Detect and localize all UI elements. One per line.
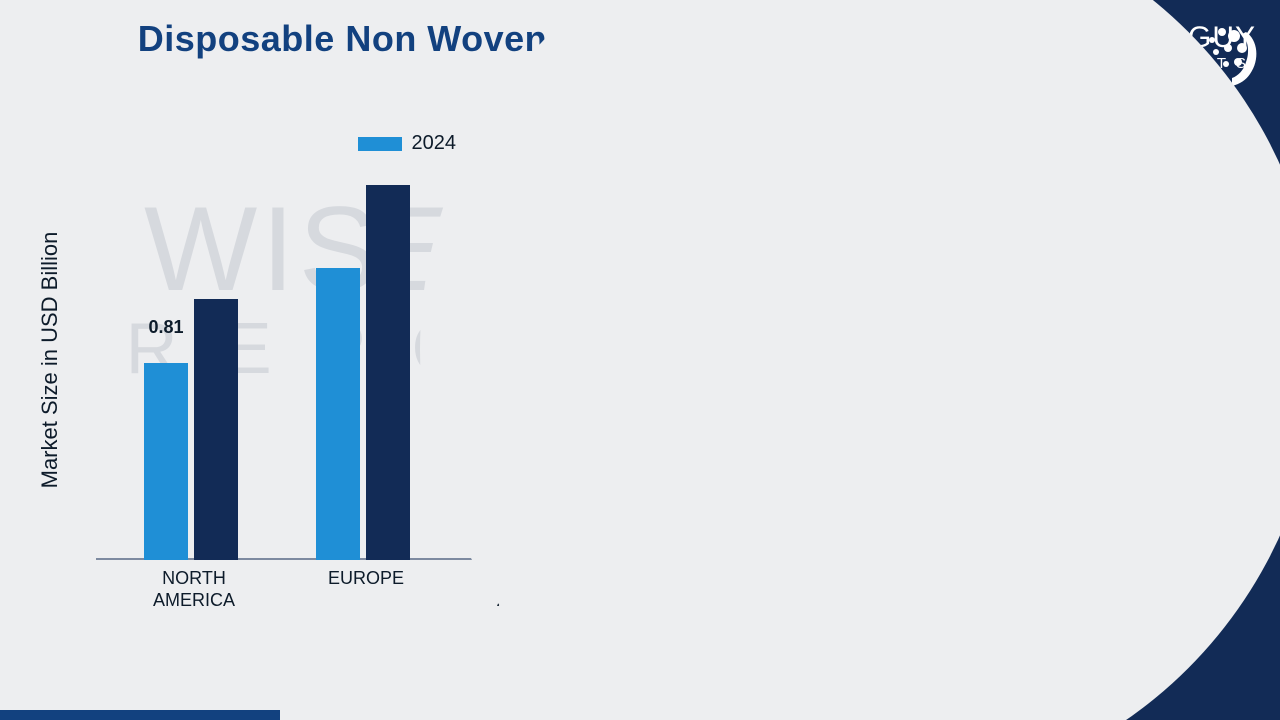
bar-value-label: 0.81 <box>148 317 183 338</box>
brand-logo: WISE GUY REPORTS <box>1098 22 1256 71</box>
legend-item-2024: 2024 <box>358 132 457 155</box>
brand-head-icon <box>1184 18 1264 98</box>
bar <box>366 185 410 560</box>
stage: WISE GUY REPORTS Disposable Non Woven Sp… <box>0 0 1280 720</box>
category-label: EUROPE <box>286 568 446 590</box>
bottom-accent-bar <box>0 710 280 720</box>
brand-panel: WISE GUY REPORTS <box>960 0 1280 720</box>
legend-swatch-2024 <box>358 137 402 151</box>
y-axis-label: Market Size in USD Billion <box>37 232 63 489</box>
legend-label-2024: 2024 <box>412 132 457 155</box>
bar <box>194 299 238 560</box>
category-label: NORTH AMERICA <box>114 568 274 611</box>
bar <box>144 363 188 560</box>
bar <box>316 268 360 561</box>
